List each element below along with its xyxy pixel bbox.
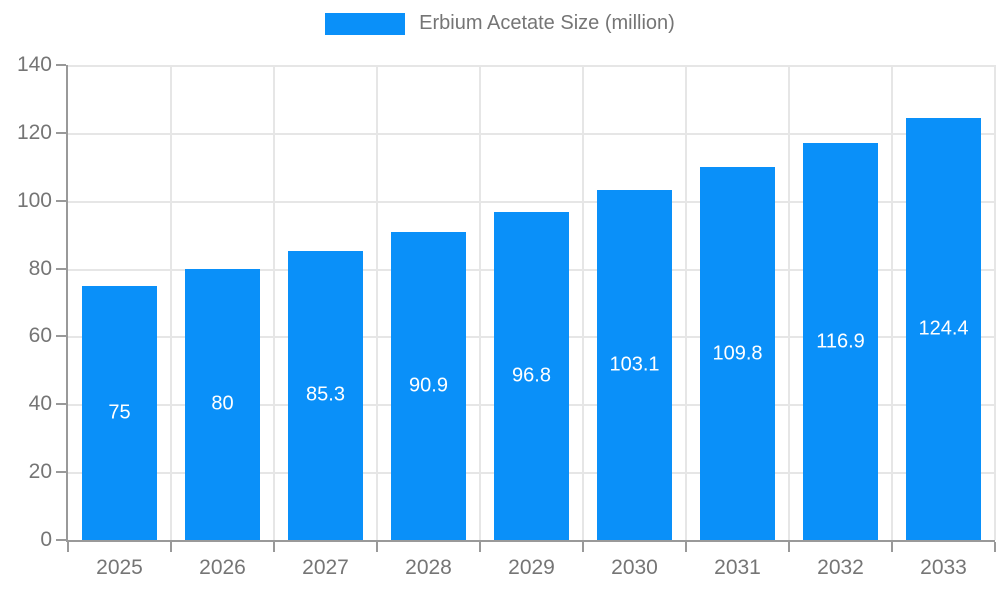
chart-legend: Erbium Acetate Size (million) bbox=[0, 12, 1000, 35]
y-gridline bbox=[68, 65, 995, 67]
x-axis-category-label: 2027 bbox=[302, 556, 349, 579]
x-axis-tick bbox=[685, 542, 687, 552]
bar-value-label: 80 bbox=[211, 392, 234, 415]
y-axis-tick bbox=[56, 199, 66, 202]
bar-value-label: 85.3 bbox=[306, 383, 345, 406]
y-gridline bbox=[68, 200, 995, 203]
bar-value-label: 90.9 bbox=[409, 374, 448, 397]
x-axis-category-label: 2030 bbox=[611, 556, 658, 579]
bar-2030: 103.1 bbox=[597, 190, 672, 540]
x-gridline bbox=[273, 65, 275, 540]
y-axis-tick bbox=[56, 267, 66, 270]
x-axis-tick bbox=[170, 542, 172, 552]
bar-value-label: 75 bbox=[108, 401, 131, 424]
bar-value-label: 116.9 bbox=[816, 330, 865, 353]
x-axis-tick bbox=[273, 542, 275, 552]
x-gridline bbox=[994, 65, 996, 540]
x-axis-category-label: 2025 bbox=[96, 556, 143, 579]
bar-2027: 85.3 bbox=[288, 250, 363, 540]
y-axis-tick bbox=[56, 64, 66, 66]
bar-2032: 116.9 bbox=[803, 143, 878, 540]
x-axis-tick bbox=[891, 542, 893, 552]
y-axis-tick-label: 0 bbox=[40, 528, 52, 551]
x-axis-tick bbox=[994, 542, 996, 552]
x-axis-tick bbox=[479, 542, 481, 552]
bar-value-label: 124.4 bbox=[918, 317, 969, 340]
x-gridline bbox=[788, 65, 790, 540]
bar-value-label: 96.8 bbox=[512, 364, 551, 387]
bar-value-label: 109.8 bbox=[712, 342, 763, 365]
x-axis-tick bbox=[376, 542, 378, 552]
y-axis-tick bbox=[56, 403, 66, 406]
y-axis-tick bbox=[56, 539, 66, 541]
y-axis-tick bbox=[56, 335, 66, 338]
x-axis-category-label: 2026 bbox=[199, 556, 246, 579]
x-gridline bbox=[891, 65, 893, 540]
x-axis-category-label: 2029 bbox=[508, 556, 555, 579]
plot-area: 0 20 40 60 80 100 120 140 75 2025 80 2026 85.3 2027 90… bbox=[17, 53, 996, 579]
x-axis-category-label: 2031 bbox=[714, 556, 761, 579]
x-gridline bbox=[479, 65, 481, 540]
x-axis-tick bbox=[582, 542, 584, 552]
y-axis-tick-label: 20 bbox=[28, 460, 52, 484]
y-axis-tick-label: 40 bbox=[28, 392, 52, 416]
bar-2029: 96.8 bbox=[494, 211, 569, 540]
y-axis-tick-label: 140 bbox=[16, 53, 52, 76]
bar-2025: 75 bbox=[82, 285, 157, 540]
bar-2031: 109.8 bbox=[700, 167, 775, 540]
legend-swatch-icon[interactable] bbox=[325, 12, 406, 35]
x-axis-category-label: 2028 bbox=[405, 556, 452, 579]
legend-label[interactable]: Erbium Acetate Size (million) bbox=[419, 12, 675, 34]
y-axis-tick-label: 120 bbox=[16, 120, 52, 144]
bar-2026: 80 bbox=[185, 268, 260, 540]
y-axis-tick bbox=[56, 471, 66, 474]
x-axis-category-label: 2032 bbox=[817, 556, 864, 579]
x-axis-tick bbox=[67, 542, 69, 552]
x-gridline bbox=[685, 65, 687, 540]
y-axis-tick bbox=[56, 131, 66, 134]
x-axis-category-label: 2033 bbox=[920, 556, 967, 579]
x-gridline bbox=[170, 65, 172, 540]
bar-2028: 90.9 bbox=[391, 231, 466, 540]
y-axis-tick-label: 80 bbox=[28, 256, 52, 280]
bar-value-label: 103.1 bbox=[609, 353, 660, 376]
y-gridline bbox=[68, 132, 995, 135]
y-axis-tick-label: 60 bbox=[28, 324, 52, 348]
x-gridline bbox=[582, 65, 584, 540]
bar-2033: 124.4 bbox=[906, 117, 981, 540]
x-gridline bbox=[376, 65, 378, 540]
x-axis-tick bbox=[788, 542, 790, 552]
y-axis-tick-label: 100 bbox=[16, 188, 52, 212]
